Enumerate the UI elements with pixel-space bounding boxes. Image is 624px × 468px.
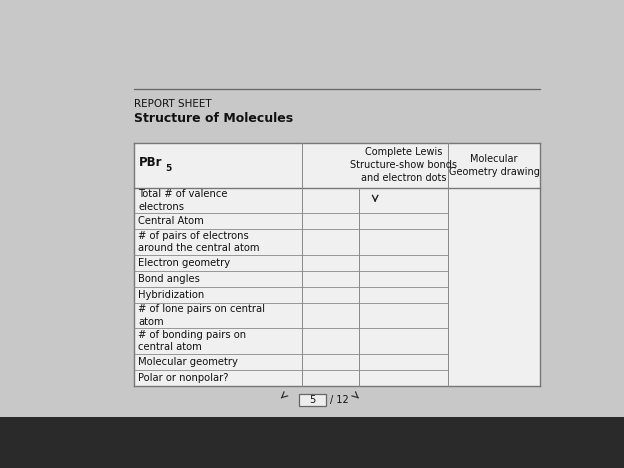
Text: REPORT SHEET: REPORT SHEET [134, 99, 212, 110]
Text: 5: 5 [310, 395, 316, 405]
Text: +: + [35, 442, 46, 454]
Text: Complete Lewis
Structure-show bonds
and electron dots: Complete Lewis Structure-show bonds and … [350, 147, 457, 183]
Text: Total # of valence
electrons: Total # of valence electrons [139, 189, 228, 212]
Text: ✦: ✦ [61, 443, 70, 453]
FancyBboxPatch shape [300, 394, 326, 406]
Text: Molecular
Geometry drawing: Molecular Geometry drawing [449, 154, 540, 177]
Text: Hybridization: Hybridization [139, 290, 205, 300]
Text: Electron geometry: Electron geometry [139, 258, 231, 268]
Text: Bond angles: Bond angles [139, 274, 200, 284]
Text: / 12: / 12 [331, 395, 349, 405]
Text: # of lone pairs on central
atom: # of lone pairs on central atom [139, 304, 265, 327]
Text: 5: 5 [165, 163, 172, 173]
Text: −: − [14, 442, 24, 454]
Text: PBr: PBr [139, 156, 162, 169]
Text: Molecular geometry: Molecular geometry [139, 357, 238, 367]
Bar [134, 143, 540, 386]
Text: Polar or nonpolar?: Polar or nonpolar? [139, 373, 229, 383]
Text: # of bonding pairs on
central atom: # of bonding pairs on central atom [139, 330, 246, 352]
Text: Central Atom: Central Atom [139, 216, 204, 226]
Text: Structure of Molecules: Structure of Molecules [134, 112, 293, 125]
Text: # of pairs of electrons
around the central atom: # of pairs of electrons around the centr… [139, 231, 260, 253]
